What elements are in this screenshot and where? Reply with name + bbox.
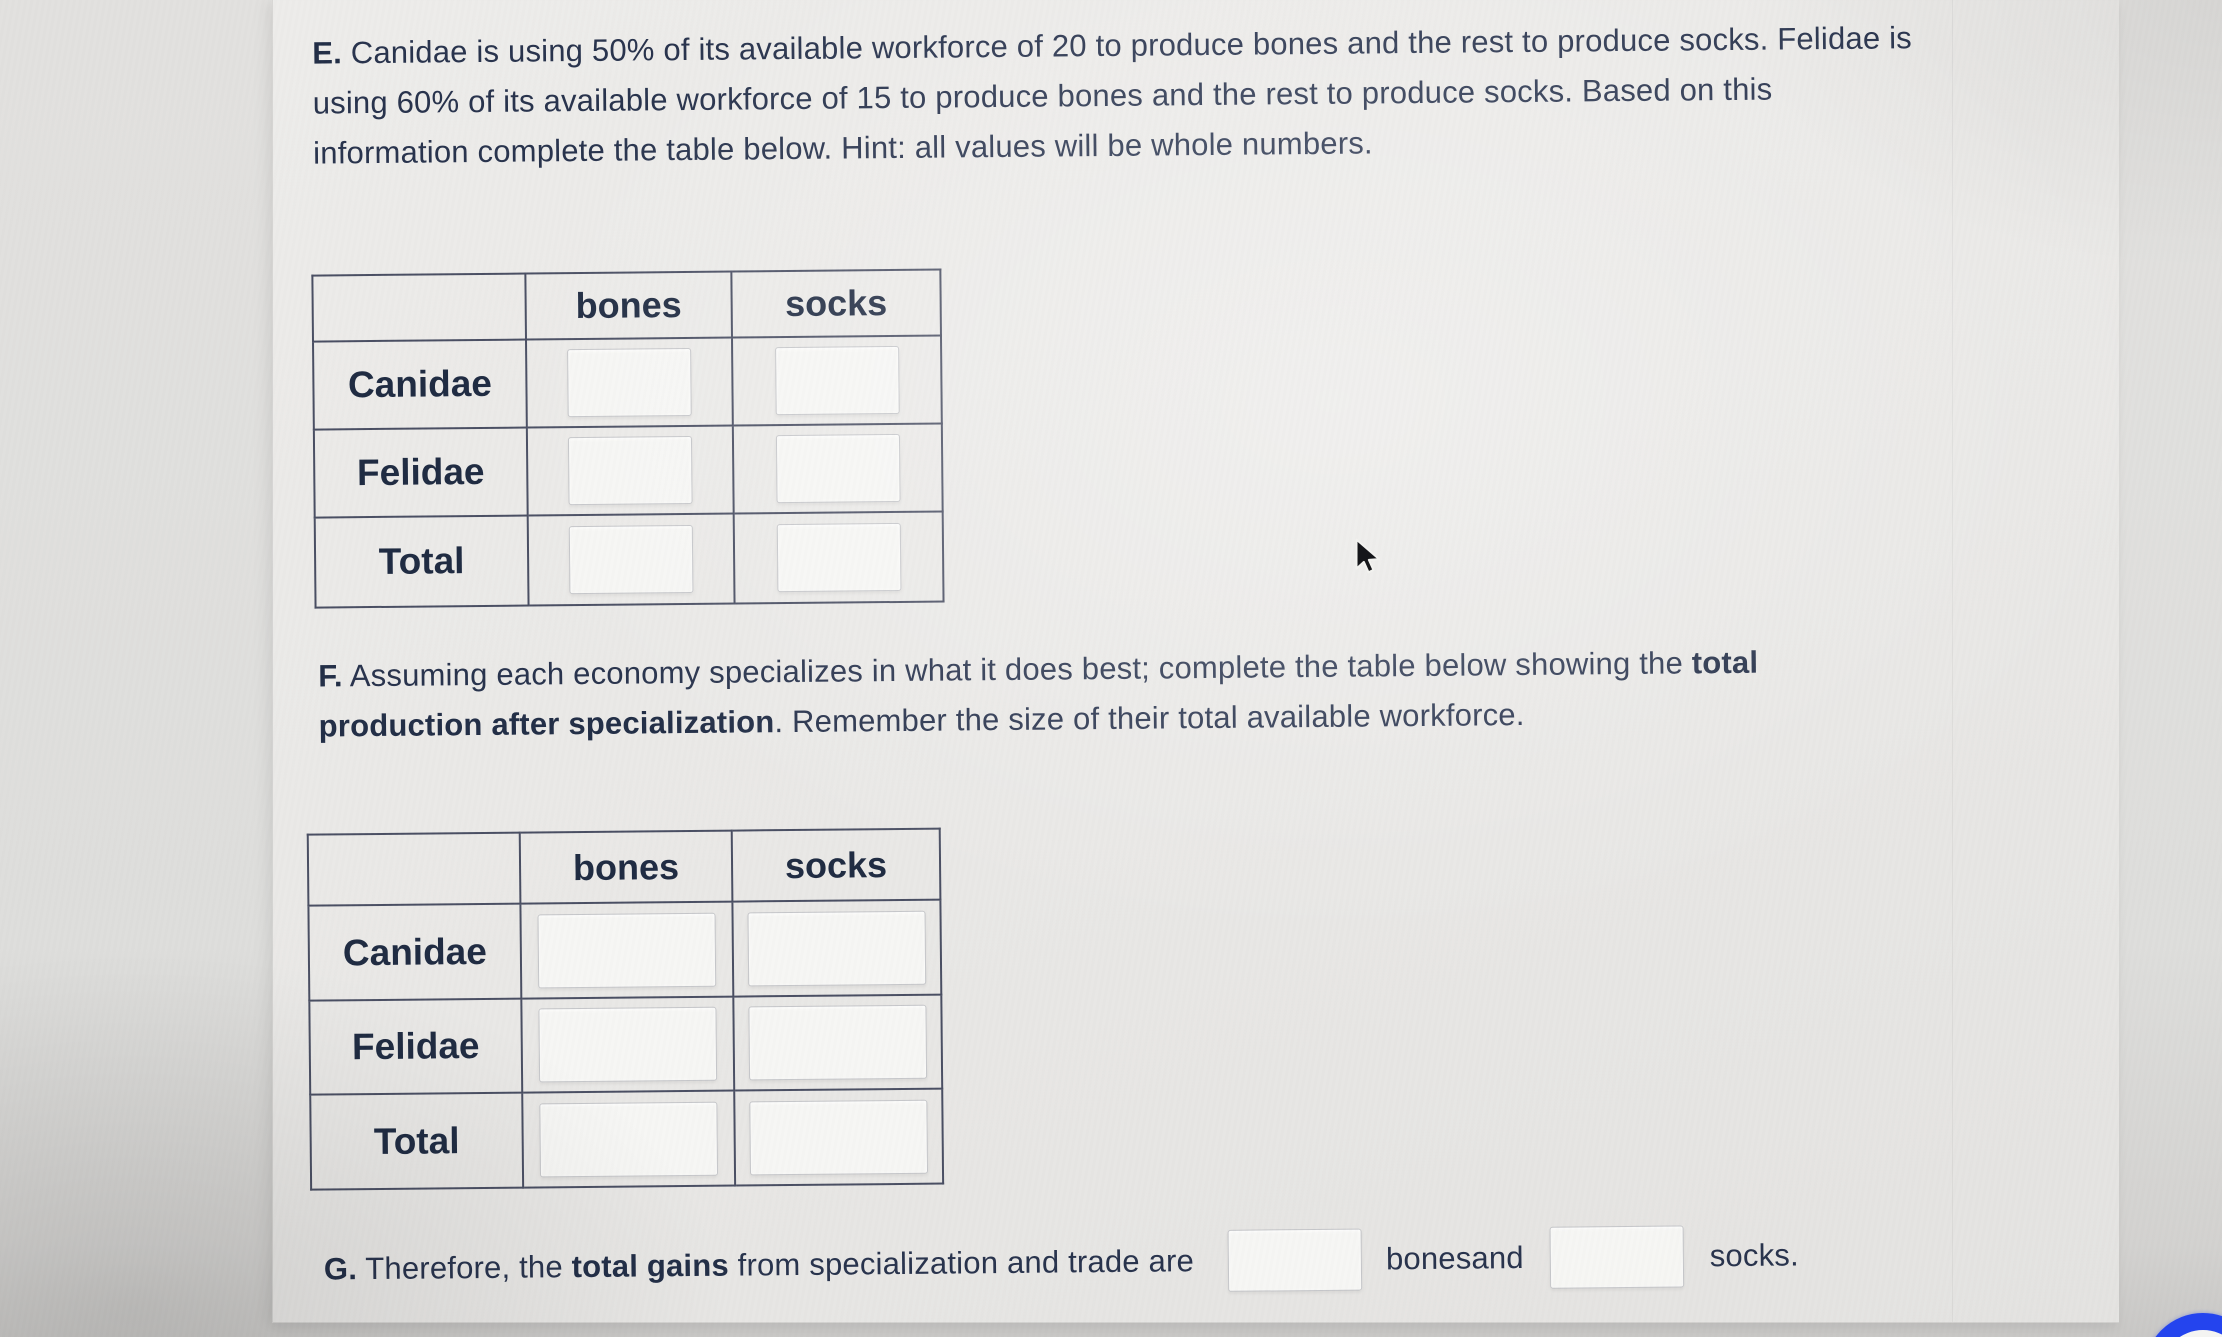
table-row: Felidae [309,994,943,1095]
table-cell [527,513,735,606]
e-total-bones-input[interactable] [568,524,694,595]
row-header-total: Total [314,515,529,608]
f-canidae-socks-input[interactable] [747,910,927,986]
row-header-canidae: Canidae [308,903,522,1001]
table-cell [732,899,942,997]
table-corner-cell [312,273,526,342]
g-socks-gain-input[interactable] [1549,1225,1685,1289]
g-bones-gain-input[interactable] [1227,1228,1363,1292]
f-canidae-bones-input[interactable] [537,912,717,988]
f-total-socks-input[interactable] [749,1099,929,1175]
col-header-bones: bones [525,271,732,340]
question-g-middle-text: bonesand [1385,1240,1524,1277]
e-canidae-bones-input[interactable] [567,347,692,418]
table-current-production: bones socks Canidae Felidae Total [311,269,944,609]
table-cell [520,901,734,999]
question-f-text: F. Assuming each economy specializes in … [318,644,1759,744]
col-header-socks: socks [731,269,941,338]
table-row: Total [314,511,944,608]
table-header-row: bones socks [307,828,941,906]
table-corner-cell [307,832,521,906]
row-header-felidae: Felidae [313,427,528,518]
question-e-text: E. Canidae is using 50% of its available… [312,20,1913,171]
col-header-socks: socks [731,828,941,902]
table-after-specialization: bones socks Canidae Felidae Total [307,828,944,1191]
mouse-cursor-icon [1355,538,1381,574]
e-canidae-socks-input[interactable] [774,345,900,416]
table-cell [733,511,944,604]
f-felidae-bones-input[interactable] [538,1006,718,1083]
table-cell [525,337,733,428]
e-felidae-socks-input[interactable] [775,433,901,504]
question-g-line: G. Therefore, the total gains from speci… [324,1224,1799,1300]
table-row: Canidae [308,899,942,1001]
question-g-end-text: socks. [1709,1237,1799,1274]
table-header-row: bones socks [312,269,941,342]
table-row: Total [310,1088,944,1190]
table-cell [521,996,735,1093]
col-header-bones: bones [519,830,733,904]
e-felidae-bones-input[interactable] [567,435,693,506]
table-cell [731,335,942,426]
table-cell [734,1088,944,1186]
table-cell [733,994,943,1091]
e-total-socks-input[interactable] [776,522,901,593]
table-cell [732,423,943,514]
page-edge-line [1952,0,1953,1322]
row-header-felidae: Felidae [309,998,523,1095]
table-cell [526,425,734,516]
table-cell [522,1090,736,1188]
row-header-total: Total [310,1092,524,1190]
table-row: Felidae [313,423,943,518]
f-total-bones-input[interactable] [539,1101,719,1177]
table-row: Canidae [313,335,942,430]
question-g-lead-text: G. Therefore, the total gains from speci… [323,1243,1195,1287]
row-header-canidae: Canidae [313,339,527,430]
f-felidae-socks-input[interactable] [748,1004,928,1081]
